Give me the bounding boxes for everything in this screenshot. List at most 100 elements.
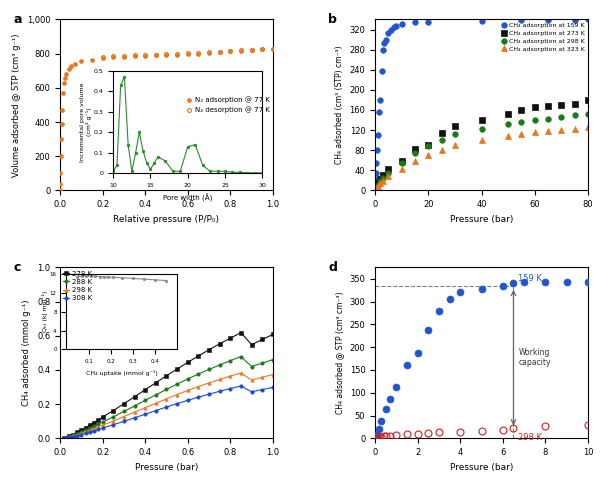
Legend: N₂ adsorption @ 77 K, N₂ desorption @ 77 K: N₂ adsorption @ 77 K, N₂ desorption @ 77…: [186, 96, 269, 113]
N₂ desorption @ 77 K: [269, 46, 277, 52]
N₂ adsorption @ 77 K: [57, 170, 64, 176]
298 K: [163, 396, 170, 402]
CH₄ adsorption at 159 K: [571, 17, 578, 23]
N₂ desorption @ 77 K: [163, 51, 170, 57]
Line: 298 K: 298 K: [62, 371, 275, 440]
CH₄ adsorption at 159 K: [374, 132, 382, 138]
278 K: [99, 414, 106, 420]
CH₄ adsorption at 323 K: [425, 152, 432, 158]
N₂ adsorption @ 77 K: [56, 187, 64, 192]
N₂ desorption @ 77 K: [152, 52, 160, 57]
288 K: [95, 421, 102, 427]
CH₄ adsorption at 298 K: [505, 121, 512, 127]
N₂ adsorption @ 77 K: [163, 52, 170, 58]
CH₄ adsorption at 273 K: [374, 181, 382, 187]
298 K: [142, 405, 149, 411]
308 K: [110, 422, 117, 428]
298 K: [110, 418, 117, 424]
288 K: [65, 434, 72, 440]
278 K: [110, 408, 117, 413]
298 K: [86, 428, 94, 433]
308 K: [95, 427, 102, 432]
CH₄ adsorption at 159 K: [382, 37, 389, 42]
278 K: [216, 341, 223, 347]
Y-axis label: CH₄ adsorbed (mmol g⁻¹): CH₄ adsorbed (mmol g⁻¹): [22, 300, 31, 406]
N₂ adsorption @ 77 K: [77, 58, 85, 64]
Line: 278 K: 278 K: [62, 331, 275, 439]
308 K: [259, 387, 266, 393]
298 K: [99, 422, 106, 428]
298 K: [95, 424, 102, 430]
CH₄ adsorption at 273 K: [372, 186, 379, 191]
288 K: [173, 381, 181, 387]
CH₄ adsorption at 273 K: [518, 107, 525, 113]
288 K: [248, 364, 255, 370]
288 K: [77, 429, 85, 435]
CH₄ adsorption at 273 K: [385, 167, 392, 172]
CH₄ adsorption at 298 K: [371, 187, 379, 193]
CH₄ adsorption at 159 K: [373, 147, 380, 153]
288 K: [86, 425, 94, 431]
CH₄ adsorption at 298 K: [438, 137, 445, 143]
Text: 298 K: 298 K: [518, 432, 542, 442]
278 K: [82, 425, 89, 431]
288 K: [195, 371, 202, 377]
N₂ desorption @ 77 K: [205, 49, 212, 55]
Line: CH₄ adsorption at 273 K: CH₄ adsorption at 273 K: [373, 97, 591, 193]
278 K: [95, 417, 102, 423]
N₂ desorption @ 77 K: [195, 50, 202, 56]
N₂ adsorption @ 77 K: [59, 90, 67, 96]
Y-axis label: Volume adsorbed @ STP (cm³ g⁻¹): Volume adsorbed @ STP (cm³ g⁻¹): [12, 33, 21, 177]
CH₄ adsorption at 159 K: [544, 18, 551, 23]
CH₄ adsorption at 273 K: [379, 172, 386, 178]
N₂ adsorption @ 77 K: [184, 51, 191, 57]
N₂ adsorption @ 77 K: [71, 61, 79, 67]
278 K: [248, 342, 255, 348]
N₂ adsorption @ 77 K: [142, 53, 149, 58]
CH₄ adsorption at 159 K: [385, 30, 392, 36]
288 K: [69, 432, 76, 438]
CH₄ adsorption at 298 K: [558, 113, 565, 119]
308 K: [82, 430, 89, 436]
CH₄ adsorption at 159 K: [372, 184, 379, 189]
298 K: [269, 372, 277, 377]
308 K: [184, 397, 191, 403]
CH₄ adsorption at 298 K: [385, 170, 392, 176]
N₂ desorption @ 77 K: [238, 47, 245, 53]
298 K: [173, 392, 181, 397]
CH₄ adsorption at 273 K: [584, 97, 592, 103]
CH₄ adsorption at 323 K: [544, 128, 551, 134]
N₂ desorption @ 77 K: [259, 46, 266, 52]
N₂ adsorption @ 77 K: [58, 136, 65, 142]
Line: N₂ desorption @ 77 K: N₂ desorption @ 77 K: [101, 47, 275, 59]
298 K: [259, 375, 266, 380]
Y-axis label: CH₄ adsorbed @ STP (cm³ cm⁻³): CH₄ adsorbed @ STP (cm³ cm⁻³): [335, 292, 344, 414]
CH₄ adsorption at 323 K: [412, 158, 419, 164]
308 K: [205, 391, 212, 397]
308 K: [142, 412, 149, 417]
N₂ adsorption @ 77 K: [216, 49, 223, 55]
Text: 159 K: 159 K: [518, 275, 542, 283]
278 K: [238, 330, 245, 336]
288 K: [269, 357, 277, 363]
278 K: [152, 380, 160, 386]
CH₄ adsorption at 323 K: [505, 133, 512, 139]
Legend: 278 K, 288 K, 298 K, 308 K: 278 K, 288 K, 298 K, 308 K: [64, 271, 92, 301]
CH₄ adsorption at 298 K: [518, 119, 525, 125]
CH₄ adsorption at 298 K: [451, 131, 458, 137]
278 K: [73, 430, 80, 435]
N₂ adsorption @ 77 K: [57, 153, 64, 159]
278 K: [142, 387, 149, 393]
N₂ desorption @ 77 K: [216, 49, 223, 55]
Text: Working
capacity: Working capacity: [519, 348, 551, 367]
N₂ adsorption @ 77 K: [88, 56, 95, 62]
278 K: [61, 435, 68, 441]
308 K: [61, 435, 68, 441]
CH₄ adsorption at 298 K: [374, 182, 382, 188]
N₂ adsorption @ 77 K: [62, 75, 69, 80]
Line: CH₄ adsorption at 159 K: CH₄ adsorption at 159 K: [373, 17, 591, 192]
N₂ adsorption @ 77 K: [63, 71, 70, 77]
N₂ adsorption @ 77 K: [65, 66, 72, 72]
N₂ adsorption @ 77 K: [99, 56, 106, 61]
278 K: [195, 353, 202, 359]
